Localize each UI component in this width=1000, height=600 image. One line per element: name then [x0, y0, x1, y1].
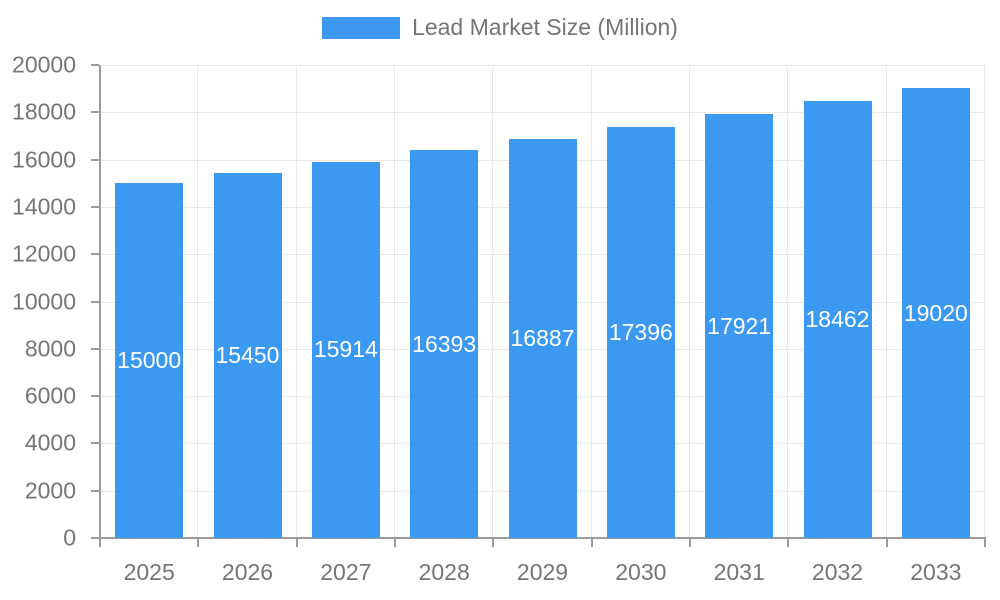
x-axis-tick: [492, 539, 495, 547]
gridline-horizontal: [100, 65, 985, 66]
y-axis-tick-label: 4000: [24, 429, 76, 456]
y-axis-tick-label: 12000: [12, 240, 76, 267]
y-axis-tick: [91, 64, 99, 66]
legend-item-lead-market-size[interactable]: Lead Market Size (Million): [322, 14, 678, 41]
x-axis-category-label: 2030: [615, 559, 667, 585]
y-axis-tick-label: 6000: [24, 382, 76, 409]
bar-value-label: 16393: [412, 330, 477, 357]
gridline-vertical: [984, 65, 985, 538]
x-axis-category-label: 2026: [221, 559, 274, 585]
y-axis-tick: [91, 205, 99, 208]
gridline-vertical: [295, 65, 297, 538]
y-axis-line: [99, 65, 101, 546]
bar-value-label: 18462: [805, 306, 870, 333]
x-axis-tick: [394, 539, 396, 547]
bar-value-label: 15000: [117, 347, 182, 374]
y-axis-tick: [91, 253, 99, 256]
x-axis-line: [99, 537, 986, 539]
gridline-horizontal: [100, 112, 985, 114]
y-axis-tick: [91, 442, 99, 445]
y-axis-tick-label: 8000: [24, 335, 76, 362]
y-axis-tick-label: 18000: [12, 98, 76, 125]
x-axis-category-label: 2029: [516, 559, 569, 585]
bar-value-label: 17921: [707, 312, 772, 339]
y-axis-tick-label: 14000: [12, 193, 76, 220]
y-axis-tick-label: 0: [63, 524, 76, 551]
gridline-vertical: [885, 65, 887, 538]
plot-area: 0 2000 4000 6000 8000 10000 12000 14000 16000 180…: [12, 52, 986, 585]
x-axis-tick: [197, 539, 200, 547]
gridline-vertical: [197, 65, 199, 538]
gridline-vertical: [394, 65, 395, 538]
bar-value-label: 19020: [903, 299, 968, 326]
x-axis-tick: [295, 539, 298, 547]
y-axis-tick-label: 20000: [12, 51, 76, 78]
bar-2030: 17396: [606, 126, 675, 538]
x-axis-category-label: 2032: [811, 559, 864, 585]
gridline-vertical: [787, 65, 789, 538]
y-axis-tick: [91, 489, 99, 492]
x-axis-category-label: 2027: [320, 559, 372, 585]
y-axis-tick: [91, 158, 99, 161]
legend-swatch-icon: [322, 16, 401, 39]
y-axis-tick: [91, 300, 99, 303]
x-axis-category-label: 2025: [123, 559, 175, 585]
y-axis-tick-label: 10000: [12, 288, 76, 314]
bar-2032: 18462: [803, 101, 872, 538]
gridline-vertical: [590, 65, 592, 538]
y-axis-tick: [91, 537, 99, 539]
gridline-vertical: [689, 65, 690, 538]
legend: Lead Market Size (Million): [0, 14, 1000, 41]
bar-2027: 15914: [311, 161, 380, 538]
x-axis-tick: [590, 539, 593, 547]
bar-value-label: 17396: [608, 318, 673, 345]
bar-2031: 17921: [705, 114, 774, 538]
y-axis-tick-label: 2000: [24, 477, 76, 504]
bar-2029: 16887: [508, 138, 577, 538]
x-axis-category-label: 2028: [418, 559, 470, 585]
x-axis-category-label: 2031: [713, 559, 765, 585]
x-axis-tick: [984, 539, 986, 547]
x-axis-tick: [689, 539, 691, 547]
bar-value-label: 15450: [215, 341, 280, 368]
y-axis-tick: [91, 395, 99, 398]
bar-2028: 16393: [410, 150, 479, 538]
bar-value-label: 15914: [313, 336, 378, 363]
bar-value-label: 16887: [510, 324, 575, 351]
y-axis-tick: [91, 111, 99, 114]
bar-2033: 19020: [901, 88, 970, 538]
x-axis-tick: [885, 539, 888, 547]
bar-2025: 15000: [115, 183, 184, 538]
y-axis-tick-label: 16000: [12, 146, 76, 173]
bar-2026: 15450: [213, 172, 282, 538]
x-axis-tick: [787, 539, 790, 547]
legend-label: Lead Market Size (Million): [412, 14, 678, 40]
y-axis-tick: [91, 347, 99, 350]
gridline-vertical: [492, 65, 494, 538]
x-axis-category-label: 2033: [910, 559, 962, 585]
